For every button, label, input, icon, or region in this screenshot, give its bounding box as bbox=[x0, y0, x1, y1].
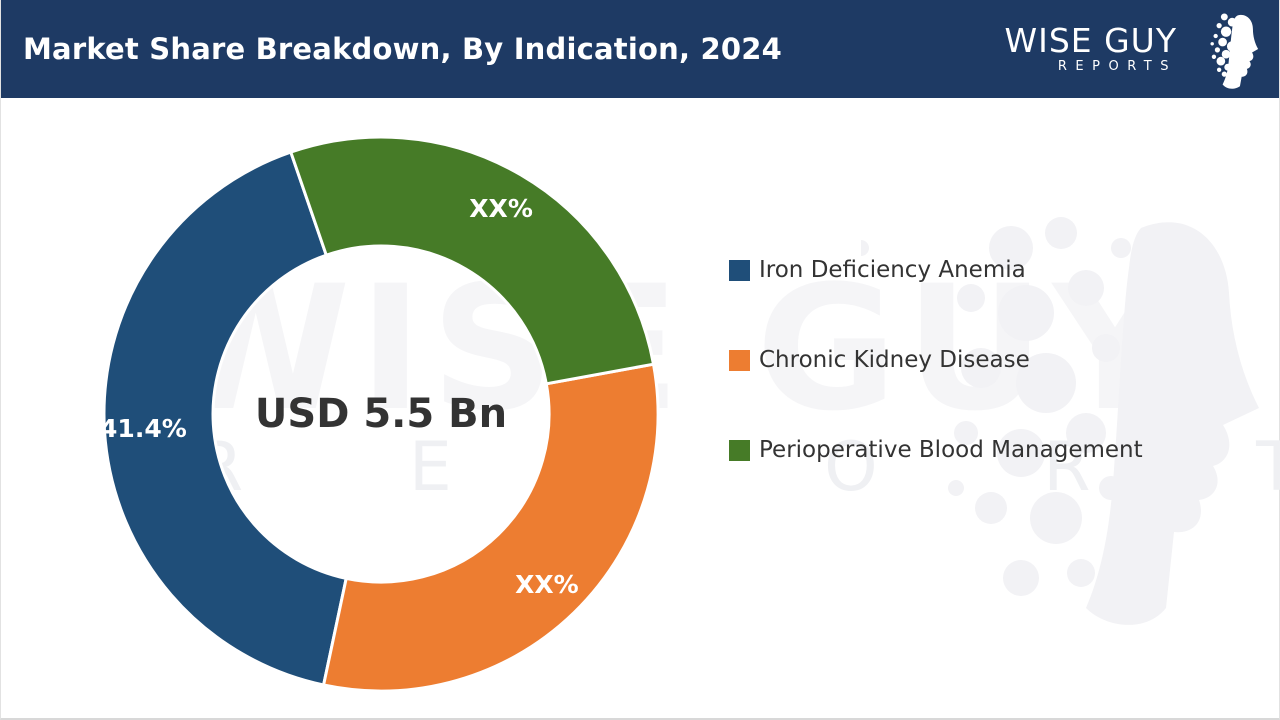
watermark-wordmark: WISE GUY bbox=[161, 248, 1186, 449]
logo-subtitle: REPORTS bbox=[1057, 59, 1177, 75]
page-title: Market Share Breakdown, By Indication, 2… bbox=[23, 32, 782, 66]
slice-value-label: XX% bbox=[469, 194, 533, 223]
legend-label: Iron Deficiency Anemia bbox=[759, 257, 1026, 283]
legend: Iron Deficiency Anemia Chronic Kidney Di… bbox=[729, 257, 1143, 463]
slice-perioperative-blood-management bbox=[288, 135, 656, 386]
slice-value-label: 41.4% bbox=[100, 414, 187, 443]
wise-guy-reports-logo: WISE GUY REPORTS bbox=[1004, 8, 1259, 90]
chart-area: WISE GUY R E P O R T S 41.4%XX%XX% USD 5… bbox=[1, 98, 1280, 718]
legend-item-perioperative-blood-management: Perioperative Blood Management bbox=[729, 437, 1143, 463]
legend-label: Chronic Kidney Disease bbox=[759, 347, 1030, 373]
legend-swatch-orange bbox=[729, 349, 750, 371]
legend-label: Perioperative Blood Management bbox=[759, 437, 1143, 463]
legend-item-chronic-kidney-disease: Chronic Kidney Disease bbox=[729, 347, 1143, 373]
donut-center-value: USD 5.5 Bn bbox=[254, 391, 508, 437]
legend-swatch-green bbox=[729, 439, 750, 461]
legend-item-iron-deficiency-anemia: Iron Deficiency Anemia bbox=[729, 257, 1143, 283]
header-bar: Market Share Breakdown, By Indication, 2… bbox=[1, 0, 1279, 98]
slice-value-label: XX% bbox=[515, 570, 579, 599]
slice-chronic-kidney-disease bbox=[321, 362, 660, 693]
legend-swatch-blue bbox=[729, 259, 750, 281]
donut-chart: 41.4% XX% XX% bbox=[100, 135, 660, 693]
logo-wordmark: WISE GUY bbox=[1004, 20, 1177, 60]
logo-text: WISE GUY REPORTS bbox=[1004, 20, 1177, 75]
slice-iron-deficiency-anemia bbox=[102, 150, 348, 687]
logo-head-icon bbox=[1210, 13, 1259, 89]
watermark-head-icon bbox=[861, 217, 1259, 625]
